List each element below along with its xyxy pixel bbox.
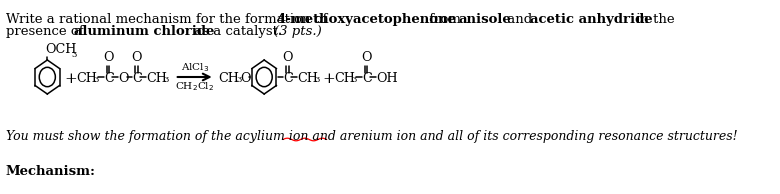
Text: anisole: anisole	[459, 13, 512, 26]
Text: C: C	[362, 72, 372, 85]
Text: from: from	[425, 13, 466, 26]
Text: CH$_2$Cl$_2$: CH$_2$Cl$_2$	[175, 80, 214, 93]
Text: O: O	[282, 51, 293, 64]
Text: 3: 3	[236, 76, 242, 85]
Text: CH: CH	[76, 72, 98, 85]
Text: AlCl$_3$: AlCl$_3$	[180, 61, 209, 74]
Text: O: O	[361, 51, 372, 64]
Text: OH: OH	[376, 72, 398, 85]
Text: CH: CH	[218, 72, 239, 85]
Text: +: +	[65, 72, 77, 86]
Text: +: +	[322, 72, 335, 86]
Text: C: C	[283, 72, 293, 85]
Text: in the: in the	[632, 13, 675, 26]
Text: as a catalyst.: as a catalyst.	[190, 25, 291, 38]
Text: You must show the formation of the acylium ion and arenium ion and all of its co: You must show the formation of the acyli…	[5, 130, 737, 143]
Text: OCH: OCH	[46, 43, 77, 56]
Text: acetic anhydride: acetic anhydride	[530, 13, 653, 26]
Text: CH: CH	[297, 72, 318, 85]
Text: O: O	[132, 51, 142, 64]
Text: 3: 3	[314, 76, 320, 85]
Text: Mechanism:: Mechanism:	[5, 165, 96, 178]
Text: CH: CH	[335, 72, 356, 85]
Text: 3: 3	[94, 76, 99, 85]
Text: and: and	[502, 13, 536, 26]
Text: 3: 3	[164, 76, 169, 85]
Text: 3: 3	[72, 51, 77, 59]
Text: (3 pts.): (3 pts.)	[274, 25, 321, 38]
Text: 3: 3	[352, 76, 357, 85]
Text: 4-methoxyacetophenone: 4-methoxyacetophenone	[276, 13, 456, 26]
Text: O: O	[118, 72, 129, 85]
Text: presence of: presence of	[5, 25, 87, 38]
Text: C: C	[133, 72, 142, 85]
Text: C: C	[104, 72, 114, 85]
Text: Write a rational mechanism for the formation of: Write a rational mechanism for the forma…	[5, 13, 331, 26]
Text: aluminum chloride: aluminum chloride	[74, 25, 214, 38]
Text: CH: CH	[147, 72, 167, 85]
Text: O: O	[240, 72, 251, 85]
Text: O: O	[103, 51, 114, 64]
